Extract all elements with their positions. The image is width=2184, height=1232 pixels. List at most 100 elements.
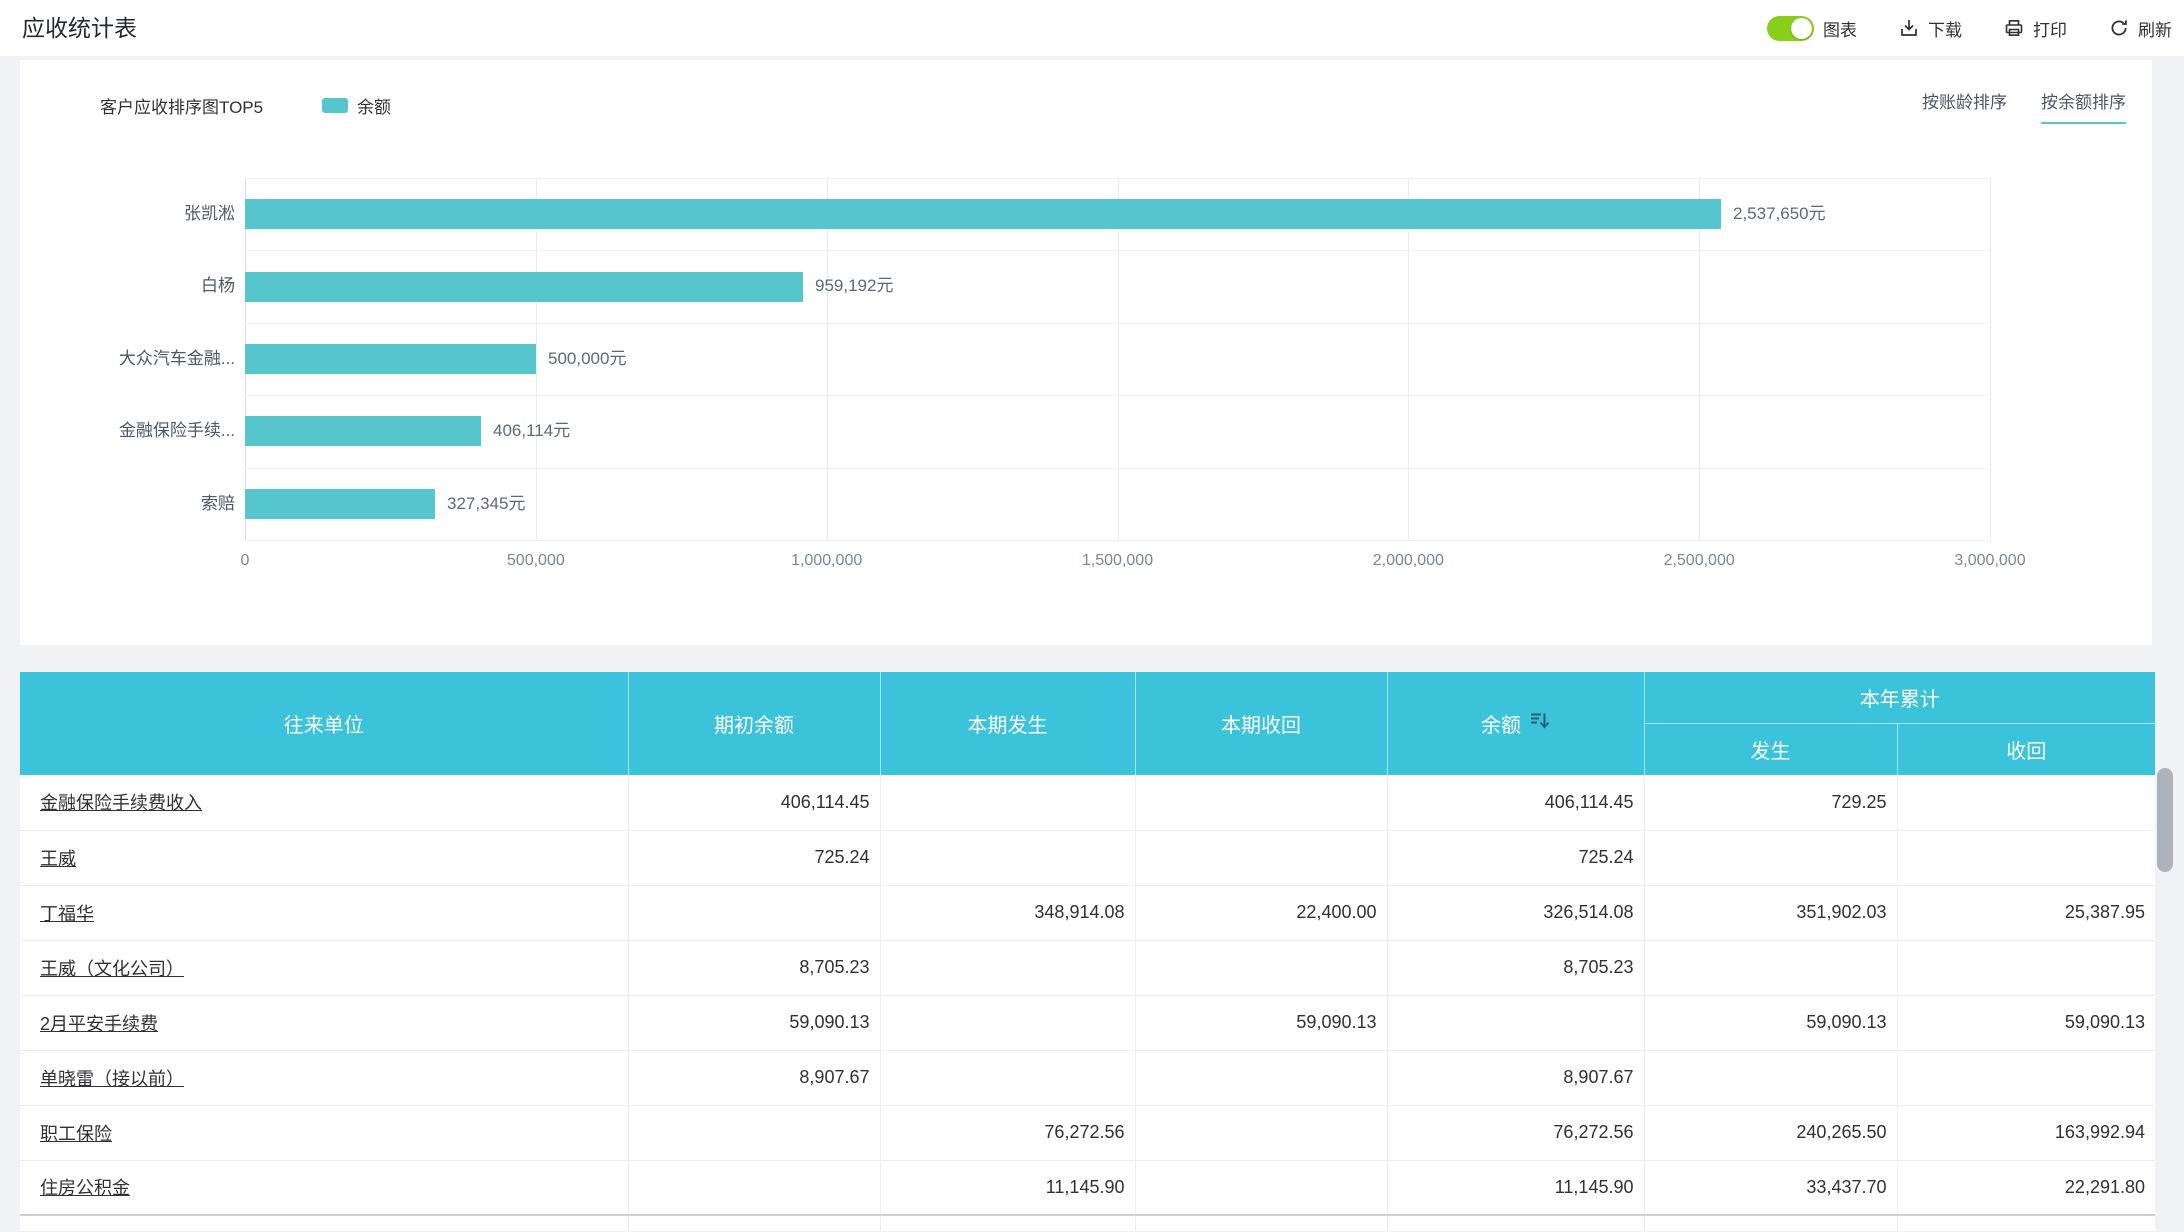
- x-axis-tick-label: 1,000,000: [791, 552, 863, 569]
- bar-value-label: 2,537,650元: [1733, 204, 1826, 223]
- incurred-cell: [880, 830, 1136, 886]
- ytd-recovered-cell: 22,291.80: [1897, 1160, 2155, 1216]
- table-row: 王威 725.24 725.24: [20, 830, 2155, 886]
- balance-cell: 8,907.67: [1387, 1050, 1645, 1106]
- recovered-cell: [1135, 1105, 1388, 1161]
- gridline: [826, 178, 828, 540]
- topbar-controls: 图表 下载 打印 刷新: [1767, 0, 2172, 56]
- chart-title: 客户应收排序图TOP5: [100, 98, 264, 117]
- print-button[interactable]: 打印: [2004, 16, 2067, 41]
- band-separator-line: [245, 467, 1990, 469]
- band-separator-line: [245, 250, 1990, 252]
- band-separator-line: [245, 322, 1990, 324]
- ytd-recovered-cell: [1897, 1050, 2155, 1106]
- counterparty-link[interactable]: 丁福华: [40, 903, 94, 924]
- counterparty-cell: 住房公积金: [20, 1160, 629, 1216]
- toggle-knob: [1791, 17, 1812, 39]
- recovered-cell: [1135, 830, 1388, 886]
- table-row: 王威（文化公司） 8,705.23 8,705.23: [20, 940, 2155, 996]
- chart-legend[interactable]: 余额: [322, 93, 391, 118]
- print-label: 打印: [2033, 20, 2067, 40]
- vertical-scrollbar-thumb[interactable]: [2157, 768, 2173, 872]
- ytd-incurred-cell: 59,090.13: [1644, 995, 1898, 1051]
- recovered-cell: [1135, 940, 1388, 996]
- column-header-period-recovered: 本期收回: [1135, 672, 1388, 775]
- opening-cell: [628, 1160, 881, 1216]
- opening-cell: [628, 1105, 881, 1161]
- counterparty-link[interactable]: 2月平安手续费: [40, 1013, 159, 1034]
- column-header-period-incurred: 本期发生: [880, 672, 1136, 775]
- x-axis-tick-label: 1,500,000: [1081, 552, 1154, 569]
- legend-swatch-icon: [322, 98, 348, 113]
- ytd-recovered-cell: [1897, 775, 2155, 831]
- band-separator-line: [245, 178, 1990, 179]
- ytd-incurred-cell: 33,437.70: [1644, 1160, 1898, 1216]
- incurred-cell: [880, 1050, 1136, 1106]
- counterparty-link[interactable]: 职工保险: [40, 1123, 112, 1144]
- ytd-incurred-cell: [1644, 1050, 1898, 1106]
- category-label: 白杨: [201, 276, 235, 296]
- counterparty-cell: 职工保险: [20, 1105, 629, 1161]
- balance-cell: 326,514.08: [1387, 885, 1645, 941]
- printer-icon: [2004, 18, 2024, 38]
- chart-sort-tabs: 按账龄排序 按余额排序: [1922, 88, 2126, 124]
- balance-cell: 76,272.56: [1387, 1105, 1645, 1161]
- counterparty-link[interactable]: 单晓雷（接以前）: [40, 1068, 184, 1089]
- x-axis-tick-label: 3,000,000: [1954, 552, 2026, 569]
- bar[interactable]: [245, 199, 1721, 230]
- bar[interactable]: [245, 271, 803, 302]
- refresh-icon: [2109, 18, 2129, 38]
- download-icon: [1899, 18, 1919, 38]
- incurred-cell: [880, 775, 1136, 831]
- band-separator-line: [245, 540, 1990, 541]
- opening-cell: 406,114.45: [628, 775, 881, 831]
- chart-toggle-group: 图表: [1767, 15, 1857, 41]
- bar[interactable]: [245, 344, 536, 374]
- bar[interactable]: [245, 416, 481, 447]
- sort-by-aging-tab[interactable]: 按账龄排序: [1922, 93, 2007, 112]
- column-header-balance[interactable]: 余额: [1387, 672, 1645, 775]
- counterparty-link[interactable]: 王威（文化公司）: [40, 958, 184, 979]
- category-label: 大众汽车金融...: [118, 348, 235, 368]
- counterparty-link[interactable]: 王威: [40, 848, 76, 869]
- counterparty-cell: 丁福华: [20, 885, 629, 941]
- balance-cell: 406,114.45: [1387, 775, 1645, 831]
- recovered-cell: [1135, 1050, 1388, 1106]
- counterparty-cell: 王威: [20, 830, 629, 886]
- ytd-recovered-cell: [1897, 940, 2155, 996]
- download-button[interactable]: 下载: [1899, 16, 1962, 41]
- counterparty-link[interactable]: 住房公积金: [40, 1178, 130, 1199]
- receivables-table: 往来单位 期初余额 本期发生 本期收回 余额 本年累: [20, 672, 2155, 1231]
- incurred-cell: 76,272.56: [880, 1105, 1136, 1161]
- incurred-cell: 348,914.08: [880, 885, 1136, 941]
- incurred-cell: [880, 995, 1136, 1051]
- refresh-button[interactable]: 刷新: [2109, 16, 2172, 41]
- opening-cell: [628, 885, 881, 941]
- table-row: 2月平安手续费 59,090.13 59,090.13 59,090.13 59,090…: [20, 995, 2155, 1051]
- gridline: [1117, 178, 1119, 540]
- download-label: 下载: [1928, 20, 1962, 40]
- ytd-recovered-cell: [1897, 830, 2155, 886]
- sort-by-balance-tab[interactable]: 按余额排序: [2041, 88, 2126, 124]
- table-panel: 往来单位 期初余额 本期发生 本期收回 余额 本年累: [20, 672, 2155, 1231]
- band-separator-line: [245, 395, 1990, 397]
- bar-value-label: 327,345元: [447, 493, 526, 513]
- bar-value-label: 500,000元: [548, 348, 627, 368]
- chart-toggle[interactable]: [1767, 15, 1814, 41]
- recovered-cell: 59,090.13: [1135, 995, 1388, 1051]
- bar[interactable]: [245, 488, 435, 519]
- bar-value-label: 959,192元: [815, 276, 894, 296]
- gridline: [535, 178, 537, 540]
- x-axis-tick-label: 2,000,000: [1372, 552, 1444, 569]
- table-row: 丁福华 348,914.08 22,400.00 326,514.08 351,902.…: [20, 885, 2155, 941]
- gridline: [1990, 178, 1991, 540]
- column-header-ytd-group: 本年累计: [1644, 672, 2155, 724]
- table-row: 单晓雷（接以前） 8,907.67 8,907.67: [20, 1050, 2155, 1106]
- category-label: 金融保险手续...: [118, 421, 235, 441]
- column-header-opening-balance: 期初余额: [628, 672, 881, 775]
- incurred-cell: 11,145.90: [880, 1160, 1136, 1216]
- receivables-bar-chart: 0 500,000 1,000,000 1,500,000 2,000,000 2,500…: [20, 60, 2152, 645]
- sort-descending-icon[interactable]: [1529, 710, 1550, 737]
- counterparty-link[interactable]: 金融保险手续费收入: [40, 793, 202, 814]
- x-axis-tick-label: 2,500,000: [1663, 552, 1735, 569]
